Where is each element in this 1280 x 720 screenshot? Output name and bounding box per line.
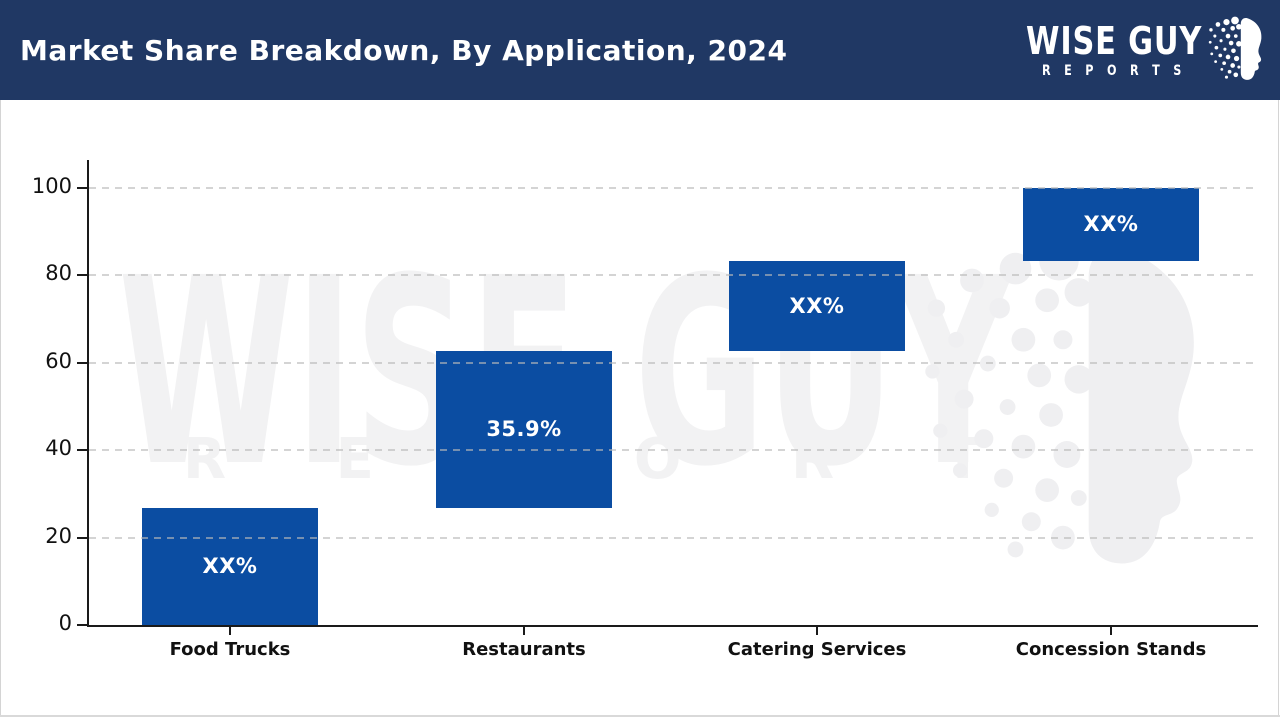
y-tick-mark — [77, 624, 87, 626]
watermark-subtext: R E P O R T S — [183, 427, 1177, 492]
y-tick-mark — [77, 186, 87, 189]
x-tick-mark — [523, 627, 525, 635]
header-bar: Market Share Breakdown, By Application, … — [0, 0, 1280, 100]
gridline-y40 — [89, 449, 1256, 451]
y-tick-mark — [77, 449, 87, 451]
y-tick-mark — [77, 274, 87, 276]
y-tick-label: 60 — [45, 348, 72, 373]
y-tick-label: 100 — [31, 173, 72, 198]
x-tick-mark — [816, 627, 818, 635]
bar-restaurants: 35.9% — [436, 350, 612, 508]
bar-concession-stands: XX% — [1023, 187, 1199, 262]
y-tick-mark — [77, 361, 87, 364]
left-border-line — [0, 100, 1, 717]
x-category-label: Food Trucks — [169, 639, 291, 660]
x-category-label: Concession Stands — [1015, 639, 1207, 660]
bar-value-label: XX% — [1083, 212, 1139, 237]
wiseguy-logo: WISE GUY R E P O R T S — [982, 0, 1266, 100]
logo-subtext: R E P O R T S — [1041, 62, 1186, 79]
bar-value-label: 35.9% — [486, 417, 562, 442]
y-tick-label: 40 — [45, 436, 72, 460]
y-tick-label: 80 — [45, 261, 72, 285]
y-axis-line — [87, 160, 89, 627]
x-tick-mark — [1110, 627, 1112, 635]
logo-dotted-head-icon — [1208, 16, 1262, 80]
y-tick-mark — [77, 536, 87, 539]
y-tick-label: 20 — [45, 523, 72, 548]
x-category-label: Catering Services — [727, 639, 907, 660]
right-border-line — [1278, 100, 1279, 717]
bar-catering-services: XX% — [729, 261, 905, 351]
logo-text: WISE GUY R E P O R T S — [1026, 22, 1202, 79]
x-axis-line — [87, 625, 1258, 627]
gridline-y20 — [89, 536, 1256, 539]
y-tick-label: 0 — [58, 611, 72, 635]
gridline-y100 — [89, 186, 1256, 189]
x-tick-mark — [229, 627, 231, 635]
bar-food-trucks: XX% — [142, 507, 318, 625]
logo-wordmark: WISE GUY — [1025, 18, 1202, 63]
bottom-border-line — [0, 715, 1280, 717]
bar-value-label: XX% — [202, 554, 258, 579]
page-title: Market Share Breakdown, By Application, … — [20, 33, 788, 67]
gridline-y80 — [89, 274, 1256, 276]
x-category-label: Restaurants — [462, 639, 586, 660]
bar-value-label: XX% — [789, 294, 845, 319]
gridline-y60 — [89, 361, 1256, 364]
